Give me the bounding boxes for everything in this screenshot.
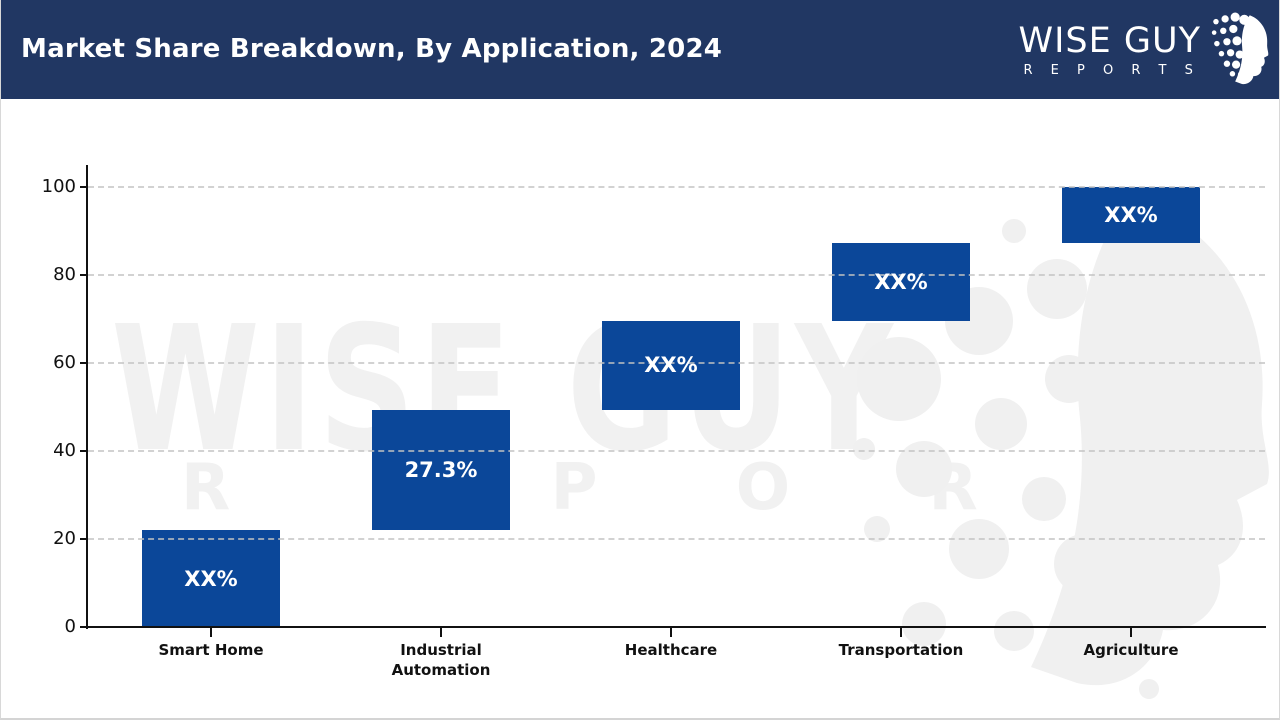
x-axis-category-label: Industrial Automation	[391, 641, 491, 680]
page-title: Market Share Breakdown, By Application, …	[21, 34, 723, 64]
x-tick	[670, 628, 672, 637]
brand-wordmark-block: WISE GUY R E P O R T S	[1018, 21, 1201, 78]
brand-head-icon	[1211, 12, 1269, 84]
x-axis-line	[86, 626, 1266, 628]
gridline-y20	[88, 538, 1265, 540]
bar-value-label: XX%	[874, 269, 928, 294]
x-axis-category-label: Agriculture	[1083, 641, 1179, 659]
y-axis-line	[86, 165, 88, 629]
y-tick-label: 100	[41, 176, 76, 197]
y-tick	[80, 362, 88, 364]
y-tick	[80, 626, 88, 628]
x-tick	[1130, 628, 1132, 637]
brand-logo: WISE GUY R E P O R T S	[1018, 0, 1269, 99]
brand-reports-label: R E P O R T S	[1023, 63, 1200, 78]
x-tick	[440, 628, 442, 637]
bar-transportation	[832, 242, 970, 321]
bar-healthcare	[602, 320, 740, 411]
bar-industrial-automation	[372, 410, 510, 531]
x-axis-category-label: Healthcare	[624, 641, 718, 659]
x-tick	[900, 628, 902, 637]
y-tick	[80, 186, 88, 188]
y-tick-label: 0	[64, 616, 76, 637]
bar-value-label: XX%	[1104, 202, 1158, 227]
bar-value-label: XX%	[184, 566, 238, 591]
y-tick	[80, 450, 88, 452]
bar-value-label: XX%	[644, 353, 698, 378]
gridline-y80	[88, 274, 1265, 276]
y-tick	[80, 538, 88, 540]
gridline-y40	[88, 450, 1265, 452]
y-tick	[80, 274, 88, 276]
watermark-head-icon	[853, 199, 1269, 699]
bar-smart-home	[142, 530, 280, 627]
header: Market Share Breakdown, By Application, …	[1, 0, 1279, 99]
x-axis-category-label: Transportation	[838, 641, 964, 659]
y-tick-label: 60	[53, 352, 76, 373]
gridline-y60	[88, 362, 1265, 364]
x-axis-category-label: Smart Home	[158, 641, 264, 659]
bar-agriculture	[1062, 187, 1200, 243]
chart-plot-area: WISE GUY R E P O R T S XX% 27.3% XX% XX% XX%…	[1, 99, 1279, 718]
y-tick-label: 40	[53, 440, 76, 461]
x-tick	[210, 628, 212, 637]
y-tick-label: 20	[53, 528, 76, 549]
brand-wordmark: WISE GUY	[1018, 21, 1201, 61]
bar-value-label: 27.3%	[404, 458, 478, 483]
gridline-y100	[88, 186, 1265, 188]
y-tick-label: 80	[53, 264, 76, 285]
